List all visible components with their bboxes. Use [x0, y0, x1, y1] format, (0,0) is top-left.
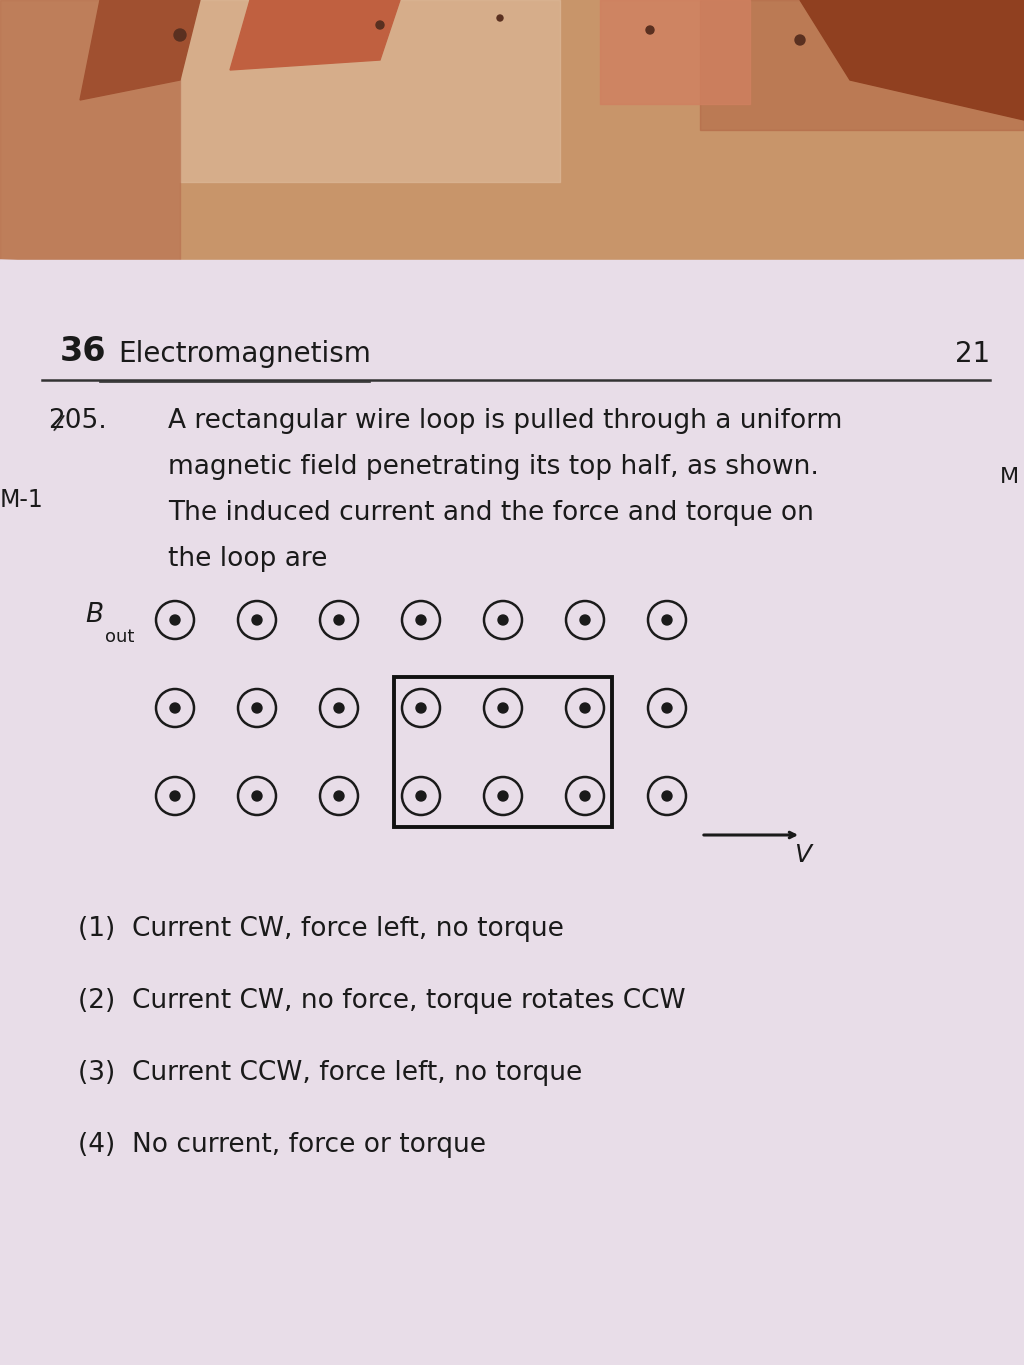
- Circle shape: [334, 616, 344, 625]
- Polygon shape: [80, 0, 200, 100]
- Text: the loop are: the loop are: [168, 546, 328, 572]
- Text: (2)  Current CW, no force, torque rotates CCW: (2) Current CW, no force, torque rotates…: [78, 988, 686, 1014]
- Text: V: V: [795, 844, 812, 867]
- Circle shape: [334, 790, 344, 801]
- Circle shape: [252, 616, 262, 625]
- Circle shape: [416, 616, 426, 625]
- Circle shape: [376, 20, 384, 29]
- Circle shape: [498, 790, 508, 801]
- Circle shape: [416, 703, 426, 713]
- Circle shape: [498, 616, 508, 625]
- Text: M-1: M-1: [0, 489, 44, 512]
- Text: A rectangular wire loop is pulled through a uniform: A rectangular wire loop is pulled throug…: [168, 408, 843, 434]
- Text: The induced current and the force and torque on: The induced current and the force and to…: [168, 500, 814, 526]
- Bar: [0, 259, 1024, 1365]
- Text: magnetic field penetrating its top half, as shown.: magnetic field penetrating its top half,…: [168, 455, 819, 480]
- Circle shape: [252, 790, 262, 801]
- Text: 205.: 205.: [48, 408, 106, 434]
- Polygon shape: [800, 0, 1024, 120]
- Text: (1)  Current CW, force left, no torque: (1) Current CW, force left, no torque: [78, 916, 564, 942]
- Text: /: /: [52, 414, 65, 434]
- Text: M: M: [1000, 467, 1019, 487]
- Circle shape: [580, 790, 590, 801]
- Circle shape: [170, 790, 180, 801]
- Bar: [0, 0, 1024, 259]
- Circle shape: [580, 616, 590, 625]
- Circle shape: [497, 15, 503, 20]
- Text: (3)  Current CCW, force left, no torque: (3) Current CCW, force left, no torque: [78, 1061, 583, 1087]
- Text: 21: 21: [954, 340, 990, 369]
- Text: Electromagnetism: Electromagnetism: [118, 340, 371, 369]
- Bar: [394, 677, 612, 827]
- Circle shape: [662, 790, 672, 801]
- Circle shape: [416, 790, 426, 801]
- Circle shape: [662, 703, 672, 713]
- Circle shape: [334, 703, 344, 713]
- Text: out: out: [105, 628, 134, 646]
- Text: 36: 36: [60, 334, 106, 369]
- Circle shape: [795, 35, 805, 45]
- Circle shape: [498, 703, 508, 713]
- Circle shape: [170, 703, 180, 713]
- Circle shape: [174, 29, 186, 41]
- Circle shape: [662, 616, 672, 625]
- Circle shape: [170, 616, 180, 625]
- Text: $B$: $B$: [85, 602, 103, 628]
- Polygon shape: [230, 0, 400, 70]
- Circle shape: [646, 26, 654, 34]
- Text: (4)  No current, force or torque: (4) No current, force or torque: [78, 1132, 486, 1158]
- Circle shape: [252, 703, 262, 713]
- Circle shape: [580, 703, 590, 713]
